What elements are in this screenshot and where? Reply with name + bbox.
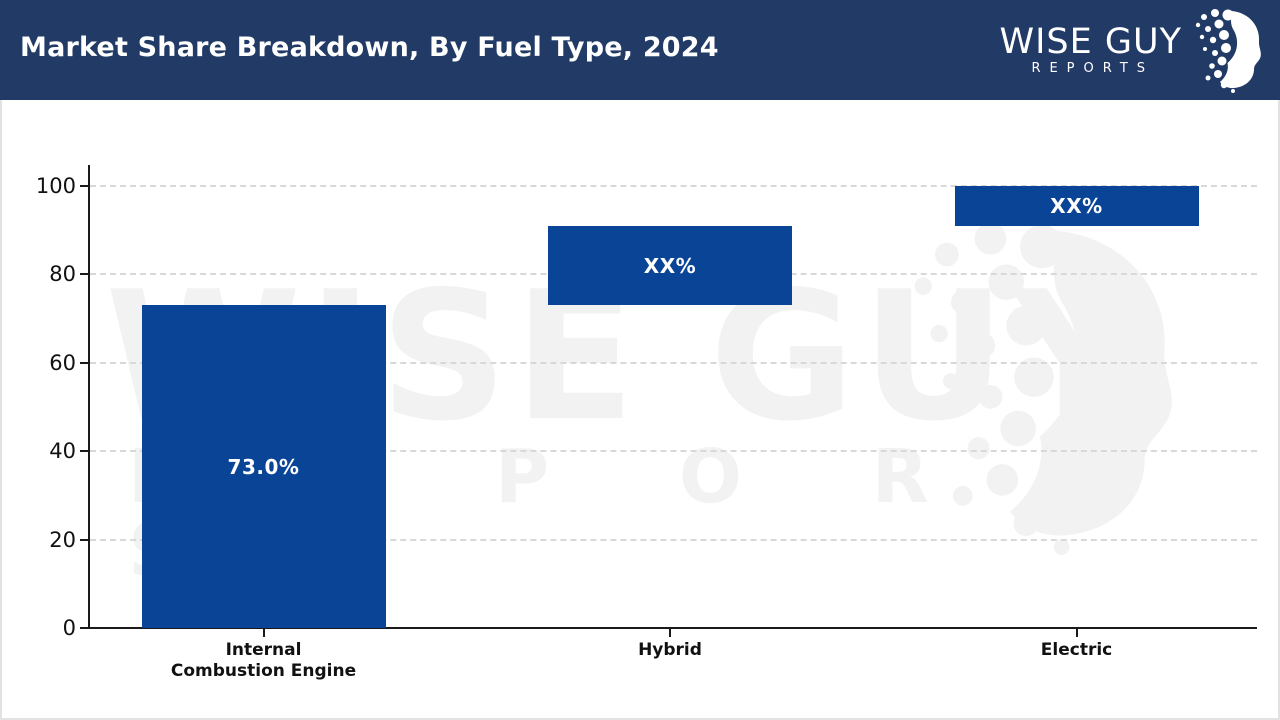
- x-category-label: Hybrid: [510, 640, 830, 661]
- y-tick-mark: [80, 273, 88, 276]
- y-tick-mark: [80, 627, 88, 629]
- x-axis-line: [88, 627, 1257, 629]
- x-category-label: Electric: [917, 640, 1237, 661]
- bar-hybrid: XX%: [548, 225, 792, 306]
- y-tick-mark: [80, 538, 88, 541]
- y-gridline: [90, 185, 1257, 187]
- y-tick-mark: [80, 361, 88, 364]
- logo-wordmark: WISE GUY: [999, 22, 1182, 62]
- bar-electric: XX%: [954, 186, 1199, 226]
- header-bar: Market Share Breakdown, By Fuel Type, 20…: [0, 0, 1280, 100]
- bar-value-label: XX%: [1050, 193, 1103, 218]
- x-category-label-line: Hybrid: [638, 640, 702, 660]
- logo-head-icon: [1195, 9, 1261, 93]
- x-tick-mark: [669, 629, 671, 637]
- logo-text: WISE GUY REPORTS: [999, 24, 1182, 76]
- y-gridline: [90, 538, 1257, 541]
- logo-subtitle: REPORTS: [1031, 61, 1155, 76]
- y-tick-mark: [80, 450, 88, 453]
- y-gridline: [90, 450, 1257, 453]
- page-title: Market Share Breakdown, By Fuel Type, 20…: [20, 31, 719, 63]
- y-tick-label: 80: [49, 262, 76, 287]
- y-gridline: [90, 361, 1257, 364]
- bar-internal-combustion-engine: 73.0%: [141, 305, 386, 628]
- x-category-label-line: Internal: [225, 640, 302, 660]
- y-tick-label: 40: [49, 439, 76, 464]
- y-tick-label: 60: [49, 350, 76, 375]
- y-tick-mark: [80, 185, 88, 187]
- y-tick-label: 0: [62, 616, 76, 640]
- x-category-label: Internal Combustion Engine: [104, 640, 424, 682]
- bar-value-label: XX%: [643, 253, 697, 278]
- x-category-label-line: Combustion Engine: [170, 661, 357, 681]
- y-tick-label: 100: [35, 174, 76, 198]
- bar-value-label: 73.0%: [227, 454, 300, 479]
- y-axis-line: [88, 165, 90, 629]
- x-tick-mark: [1075, 629, 1078, 637]
- y-tick-label: 20: [49, 527, 76, 552]
- x-tick-mark: [262, 629, 265, 637]
- x-category-label-line: Electric: [1040, 640, 1113, 660]
- wise-guy-logo: WISE GUY REPORTS: [999, 7, 1266, 93]
